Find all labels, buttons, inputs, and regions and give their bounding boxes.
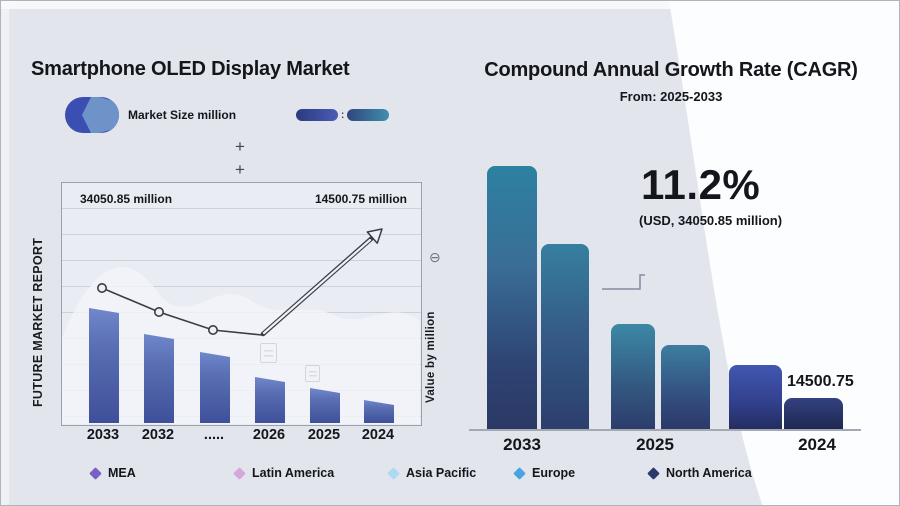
chart-end-value: 14500.75 million <box>314 192 407 206</box>
legend-label: Europe <box>532 466 576 480</box>
legend-label: Latin America <box>252 466 335 480</box>
value-callout: 14500.75 <box>787 373 854 390</box>
watermark-doc-icon <box>260 343 277 363</box>
market-bar-..... <box>200 352 230 423</box>
plus-mark-icon: + <box>235 137 245 156</box>
legend-diamond-icon <box>647 466 660 480</box>
cagr-bar-2024-b <box>784 398 843 430</box>
x-tick-2026: 2026 <box>252 427 286 443</box>
market-size-label: Market Size million <box>128 108 237 122</box>
market-size-chart: 34050.85 million 14500.75 million <box>61 182 422 426</box>
x-tick-2024: 2024 <box>798 435 836 454</box>
market-size-row: Market Size million : <box>65 95 390 135</box>
cagr-title: Compound Annual Growth Rate (CAGR) <box>484 59 858 81</box>
circled-minus-icon: ⊖ <box>429 249 441 265</box>
x-tick-2025: 2025 <box>636 435 674 454</box>
legend-label: Asia Pacific <box>406 466 477 480</box>
cagr-bar-2025-b <box>661 345 710 430</box>
legend-diamond-icon <box>233 466 246 480</box>
market-bar-2033 <box>89 308 119 423</box>
side-watermark-label: FUTURE MARKET REPORT <box>31 237 45 407</box>
legend-diamond-icon <box>387 466 400 480</box>
legend-label: North America <box>666 466 752 480</box>
legend-diamond-icon <box>513 466 526 480</box>
legend-item-north-america: North America <box>647 466 752 480</box>
step-line-decoration <box>602 274 645 290</box>
pill-separator: : <box>341 109 345 121</box>
market-bar-2032 <box>144 334 174 423</box>
mini-pill-teal-icon <box>347 109 390 121</box>
cagr-subtitle: From: 2025-2033 <box>619 89 723 104</box>
x-tick-2033: 2033 <box>503 435 541 454</box>
x-tick-2025: 2025 <box>307 427 341 443</box>
cagr-bar-2024-a <box>729 365 782 430</box>
chart-start-value: 34050.85 million <box>80 192 173 206</box>
cagr-usd-detail: (USD, 34050.85 million) <box>639 213 783 228</box>
watermark-doc-icon <box>305 365 320 382</box>
legend-label: MEA <box>108 466 136 480</box>
page-title: Smartphone OLED Display Market <box>31 58 350 80</box>
x-tick-2032: 2032 <box>141 427 175 443</box>
x-tick-2033: 2033 <box>86 427 120 443</box>
legend-item-europe: Europe <box>513 466 576 480</box>
plus-mark-icon: + <box>235 160 245 179</box>
legend-diamond-icon <box>89 466 102 480</box>
capsule-icon <box>65 97 119 133</box>
x-tick-.....: ..... <box>203 427 225 443</box>
x-axis-line <box>469 429 861 431</box>
x-tick-2024: 2024 <box>361 427 395 443</box>
market-bar-2024 <box>364 400 394 423</box>
cagr-bar-2033-b <box>541 244 589 430</box>
cagr-bar-2025-a <box>611 324 655 430</box>
cagr-bar-2033-a <box>487 166 537 430</box>
legend-item-mea: MEA <box>89 466 136 480</box>
legend-item-asia-pacific: Asia Pacific <box>387 466 477 480</box>
market-bar-2026 <box>255 377 285 423</box>
mini-pill-blue-icon <box>296 109 339 121</box>
cagr-percentage: 11.2% <box>641 161 761 208</box>
legend-item-latin-america: Latin America <box>233 466 335 480</box>
market-bar-2025 <box>310 388 340 423</box>
value-axis-label: Value by million <box>425 311 437 403</box>
